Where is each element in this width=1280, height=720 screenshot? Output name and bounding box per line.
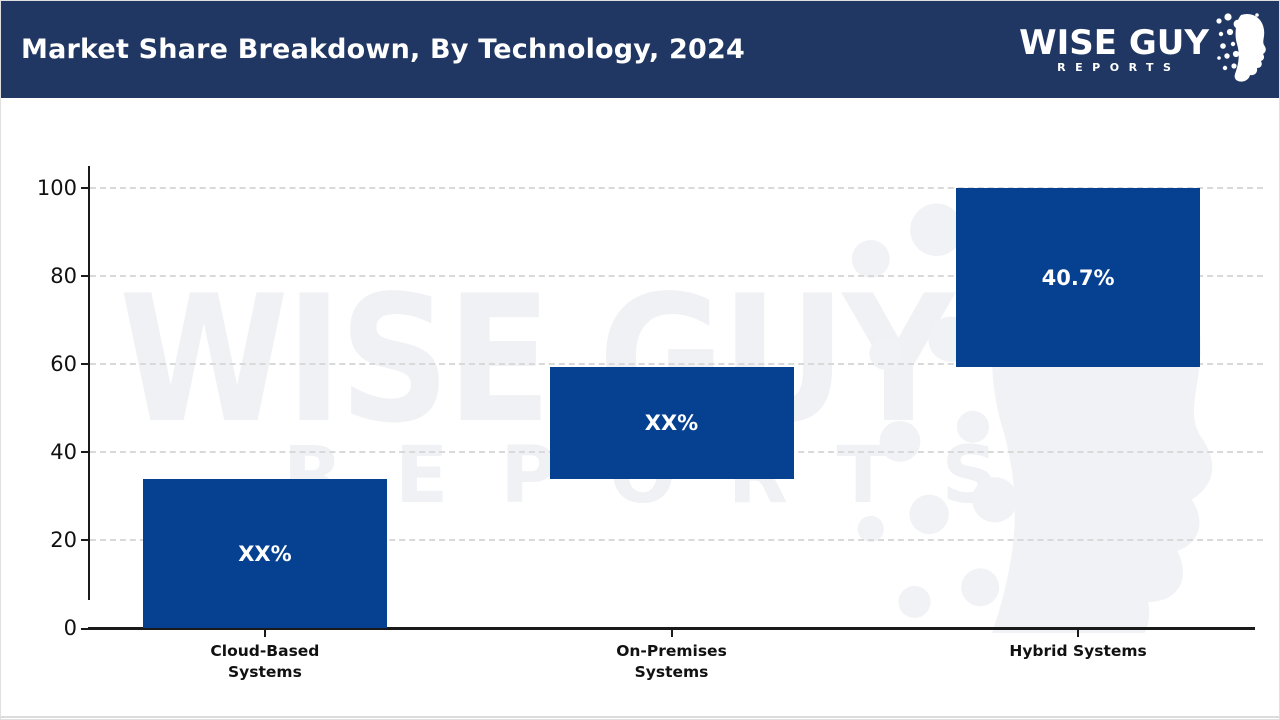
watermark-wordmark: WISE GUY xyxy=(119,259,954,462)
category-label: On-Premises Systems xyxy=(616,642,727,681)
brand-wordmark-line1: WISE GUY xyxy=(1019,22,1209,63)
gridline xyxy=(90,275,1263,278)
y-tick-mark xyxy=(81,451,88,454)
x-tick-mark xyxy=(670,630,673,637)
y-tick-label: 100 xyxy=(36,175,77,200)
y-tick-label: 0 xyxy=(63,616,77,640)
brand-face-icon xyxy=(1213,11,1267,89)
y-tick-label: 40 xyxy=(50,439,77,464)
bar: XX% xyxy=(549,367,794,479)
app-header: Market Share Breakdown, By Technology, 2… xyxy=(1,1,1279,98)
y-tick-mark xyxy=(81,363,88,366)
page-title: Market Share Breakdown, By Technology, 2… xyxy=(21,34,746,65)
y-tick-mark xyxy=(81,275,88,278)
gridline xyxy=(90,187,1263,189)
x-tick-mark xyxy=(263,630,266,637)
y-tick-label: 60 xyxy=(50,351,77,376)
gridline xyxy=(90,539,1263,542)
chart-area: 0 20 40 60 80 100 XX% Cloud-Based Systems XX% On-… xyxy=(1,98,1279,719)
bottom-divider xyxy=(1,716,1279,718)
y-tick-label: 80 xyxy=(50,263,77,288)
y-tick-label: 20 xyxy=(50,527,77,552)
bar-value-label: XX% xyxy=(238,541,292,566)
y-tick-mark xyxy=(81,187,88,189)
brand-logo: WISE GUY REPORTS xyxy=(1019,11,1267,89)
bar: 40.7% xyxy=(956,188,1201,368)
y-tick-mark xyxy=(81,539,88,542)
y-tick-mark xyxy=(81,627,88,630)
x-axis xyxy=(88,627,1255,630)
bar-value-label: XX% xyxy=(644,411,699,435)
brand-wordmark-line2: REPORTS xyxy=(1057,60,1181,74)
x-tick-mark xyxy=(1077,630,1080,637)
bar: XX% xyxy=(142,478,387,629)
category-label: Hybrid Systems xyxy=(1009,642,1147,660)
brand-wordmark: WISE GUY REPORTS xyxy=(1019,25,1209,75)
category-label: Cloud-Based Systems xyxy=(210,642,320,681)
bar-value-label: 40.7% xyxy=(1041,265,1115,290)
y-axis xyxy=(88,166,90,600)
gridline xyxy=(90,363,1263,366)
